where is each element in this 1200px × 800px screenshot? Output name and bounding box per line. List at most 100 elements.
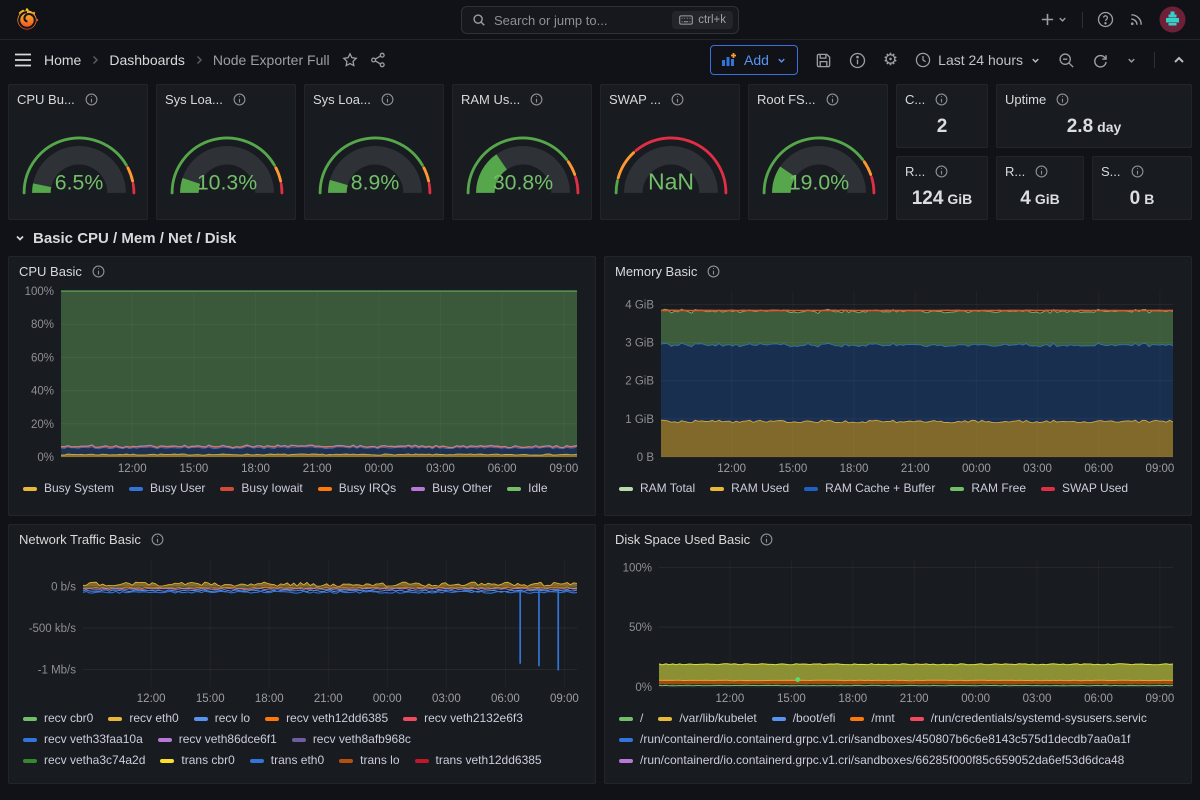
panel-title-text[interactable]: SWAP ... — [609, 92, 662, 107]
panel-title-text[interactable]: S... — [1101, 164, 1121, 179]
legend-item[interactable]: trans veth12dd6385 — [414, 750, 542, 771]
svg-text:8.9%: 8.9% — [351, 170, 400, 194]
refresh-interval-caret[interactable] — [1126, 55, 1137, 66]
legend-item[interactable]: Busy Iowait — [220, 478, 303, 499]
zoom-out-icon[interactable] — [1058, 52, 1075, 69]
disk-chart[interactable]: 0% 50% 100% 12:00 15:00 18:00 21:00 00:00 03:00 0… — [615, 549, 1183, 707]
time-range-picker[interactable]: Last 24 hours — [915, 52, 1041, 68]
legend-label: RAM Free — [971, 481, 1027, 495]
svg-text:2 GiB: 2 GiB — [625, 376, 654, 388]
legend-swatch — [160, 758, 175, 763]
legend-item[interactable]: Busy Other — [411, 478, 492, 499]
dashboard-settings-icon[interactable]: ⚙ — [882, 50, 899, 69]
panel-info-icon[interactable] — [233, 93, 246, 106]
panel-title-text[interactable]: R... — [1005, 164, 1026, 179]
dashboard-insights-icon[interactable] — [849, 52, 866, 69]
legend-item[interactable]: /run/containerd/io.containerd.grpc.v1.cr… — [619, 750, 1124, 771]
legend-item[interactable]: Busy IRQs — [317, 478, 396, 499]
legend-item[interactable]: trans eth0 — [249, 750, 324, 771]
panel-title-text[interactable]: Memory Basic — [615, 264, 698, 279]
panel-title-text[interactable]: Network Traffic Basic — [19, 532, 141, 547]
panel-title-text[interactable]: Disk Space Used Basic — [615, 532, 751, 547]
panel-title-text[interactable]: R... — [905, 164, 926, 179]
legend-item[interactable]: / — [619, 708, 643, 729]
legend-item[interactable]: recv veth2132e6f3 — [403, 708, 523, 729]
panel-info-icon[interactable] — [151, 533, 164, 546]
add-panel-button[interactable]: Add — [709, 45, 798, 75]
legend-item[interactable]: recv eth0 — [108, 708, 179, 729]
refresh-icon[interactable] — [1092, 52, 1109, 69]
breadcrumb-dashboards[interactable]: Dashboards — [109, 52, 185, 68]
row-toggle-basic[interactable]: Basic CPU / Mem / Net / Disk — [8, 220, 1192, 256]
news-icon[interactable] — [1128, 11, 1145, 28]
share-icon[interactable] — [370, 52, 386, 68]
legend-item[interactable]: recv cbr0 — [23, 708, 93, 729]
gauge-panel: RAM Us... 30.8% — [452, 84, 592, 220]
legend-item[interactable]: RAM Used — [710, 478, 789, 499]
mega-menu-icon[interactable] — [14, 53, 32, 67]
panel-info-icon[interactable] — [92, 265, 105, 278]
panel-title-text[interactable]: Root FS... — [757, 92, 816, 107]
panel-info-icon[interactable] — [1035, 165, 1048, 178]
legend-item[interactable]: RAM Free — [950, 478, 1026, 499]
collapse-toolbar-icon[interactable] — [1172, 53, 1186, 67]
legend-item[interactable]: RAM Total — [619, 478, 695, 499]
search-input[interactable]: Search or jump to... ctrl+k — [461, 6, 739, 34]
user-avatar[interactable] — [1159, 6, 1186, 33]
legend-item[interactable]: trans lo — [339, 750, 400, 771]
panel-title-text[interactable]: CPU Basic — [19, 264, 82, 279]
mem-chart[interactable]: 0 B 1 GiB 2 GiB 3 GiB 4 GiB 12:00 15:00 18:00 21… — [615, 281, 1183, 477]
panel-info-icon[interactable] — [1056, 93, 1069, 106]
svg-text:00:00: 00:00 — [962, 463, 991, 475]
panel-title-text[interactable]: Uptime — [1005, 92, 1047, 107]
cpu-chart[interactable]: 0% 20% 40% 60% 80% 100% 12:00 15:00 18:00 21:00 00… — [19, 281, 587, 477]
panel-info-icon[interactable] — [935, 165, 948, 178]
legend-item[interactable]: /run/containerd/io.containerd.grpc.v1.cr… — [619, 729, 1130, 750]
panel-info-icon[interactable] — [935, 93, 948, 106]
stat-value: 124 GiB — [911, 188, 973, 209]
legend-item[interactable]: recv veth33faa10a — [23, 729, 143, 750]
svg-text:12:00: 12:00 — [137, 693, 166, 705]
panel-info-icon[interactable] — [760, 533, 773, 546]
panel-info-icon[interactable] — [85, 93, 98, 106]
legend-item[interactable]: RAM Cache + Buffer — [804, 478, 935, 499]
legend-item[interactable]: trans cbr0 — [160, 750, 235, 771]
panel-title: CPU Basic — [19, 262, 585, 281]
legend-item[interactable]: Idle — [507, 478, 548, 499]
legend-item[interactable]: /boot/efi — [771, 708, 835, 729]
legend-item[interactable]: /var/lib/kubelet — [658, 708, 757, 729]
favorite-star-icon[interactable] — [341, 52, 358, 68]
panel-title-text[interactable]: Sys Loa... — [313, 92, 371, 107]
panel-title-text[interactable]: RAM Us... — [461, 92, 521, 107]
new-menu-button[interactable] — [1040, 12, 1068, 27]
legend-item[interactable]: /mnt — [850, 708, 895, 729]
panel-title-text[interactable]: Sys Loa... — [165, 92, 223, 107]
legend-item[interactable]: SWAP Used — [1041, 478, 1128, 499]
save-dashboard-icon[interactable] — [815, 52, 832, 69]
panel-info-icon[interactable] — [1131, 165, 1144, 178]
legend-item[interactable]: Busy User — [129, 478, 205, 499]
legend-item[interactable]: Busy System — [23, 478, 114, 499]
legend-item[interactable]: recv veth86dce6f1 — [157, 729, 277, 750]
stat-panel: C... 2 — [896, 84, 988, 148]
legend-item[interactable]: recv vetha3c74a2d — [23, 750, 145, 771]
legend-item[interactable]: recv veth12dd6385 — [265, 708, 388, 729]
grafana-logo-icon[interactable] — [14, 7, 40, 33]
panel-info-icon[interactable] — [707, 265, 720, 278]
net-chart[interactable]: 0 b/s -500 kb/s -1 Mb/s 12:00 15:00 18:00 21:0… — [19, 549, 587, 707]
legend-item[interactable]: /run/credentials/systemd-sysusers.servic — [909, 708, 1147, 729]
svg-text:50%: 50% — [629, 622, 652, 634]
svg-text:21:00: 21:00 — [314, 693, 343, 705]
panel-title-text[interactable]: CPU Bu... — [17, 92, 75, 107]
stat-value: 2 — [936, 116, 948, 137]
panel-title-text[interactable]: C... — [905, 92, 926, 107]
breadcrumb-home[interactable]: Home — [44, 52, 82, 68]
svg-text:18:00: 18:00 — [840, 463, 869, 475]
panel-info-icon[interactable] — [671, 93, 684, 106]
panel-info-icon[interactable] — [381, 93, 394, 106]
legend-item[interactable]: recv veth8afb968c — [291, 729, 411, 750]
panel-info-icon[interactable] — [530, 93, 543, 106]
panel-info-icon[interactable] — [826, 93, 839, 106]
help-icon[interactable] — [1097, 11, 1114, 28]
legend-item[interactable]: recv lo — [193, 708, 250, 729]
